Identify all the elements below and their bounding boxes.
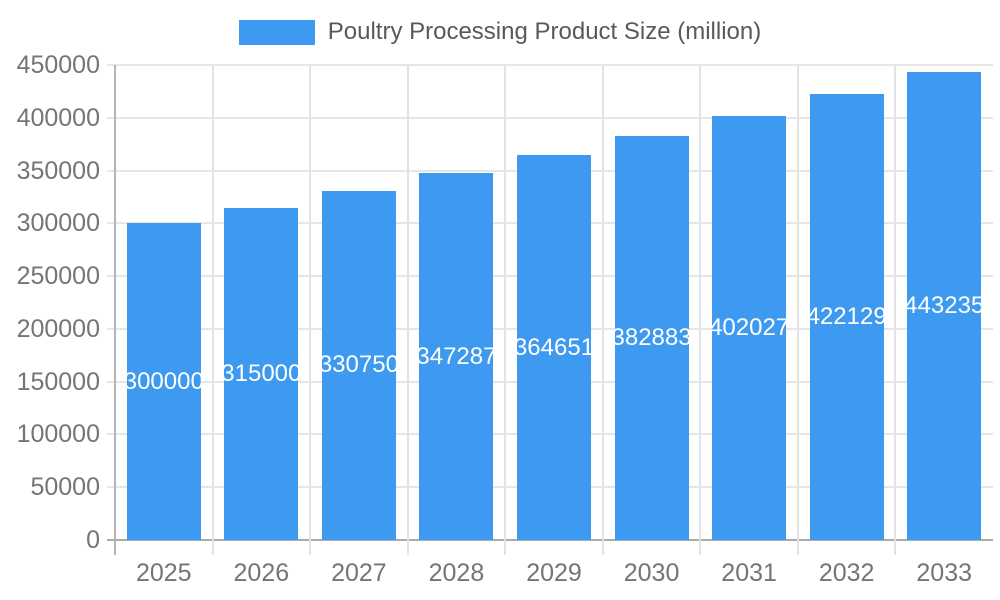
x-axis-label: 2025 <box>135 559 192 587</box>
y-axis-label: 0 <box>86 526 100 554</box>
y-gridline <box>107 116 993 119</box>
x-gridline <box>796 65 799 555</box>
y-axis-label: 250000 <box>16 262 100 291</box>
bar: 382883 <box>614 135 689 540</box>
x-gridline <box>894 65 897 555</box>
bar: 330750 <box>321 190 396 540</box>
x-gridline <box>601 65 604 555</box>
bar-value-label: 382883 <box>614 323 689 351</box>
y-axis-label: 50000 <box>30 473 100 502</box>
x-axis-label: 2033 <box>916 559 973 587</box>
bar-value-label: 330750 <box>321 351 396 379</box>
x-gridline <box>699 65 702 555</box>
y-axis-label: 200000 <box>16 314 100 343</box>
bar: 364651 <box>517 155 591 540</box>
chart-legend: Poultry Processing Product Size (million… <box>0 17 1000 47</box>
legend-swatch <box>238 19 315 45</box>
x-gridline <box>406 65 409 555</box>
x-axis-label: 2028 <box>428 559 485 587</box>
y-axis-label: 300000 <box>16 209 100 238</box>
bar-value-label: 315000 <box>224 359 299 387</box>
y-axis-label: 350000 <box>16 156 100 185</box>
x-gridline <box>504 65 507 555</box>
bar-value-label: 300000 <box>126 367 201 395</box>
y-axis-line <box>114 65 116 555</box>
legend-label: Poultry Processing Product Size (million… <box>327 18 762 45</box>
x-axis-label: 2029 <box>526 559 582 587</box>
bar-value-label: 422129 <box>809 303 884 331</box>
bar-value-label: 402027 <box>712 313 787 341</box>
bar-value-label: 443235 <box>907 292 982 320</box>
x-axis-label: 2032 <box>818 559 875 587</box>
y-axis-label: 100000 <box>16 420 100 449</box>
x-axis-label: 2030 <box>623 559 680 587</box>
bar: 422129 <box>809 94 884 540</box>
y-axis-label: 450000 <box>16 51 100 79</box>
x-gridline <box>309 65 312 555</box>
y-axis-label: 400000 <box>16 103 100 132</box>
x-axis-label: 2027 <box>331 559 387 587</box>
y-gridline <box>107 64 993 66</box>
bar: 315000 <box>224 207 299 540</box>
bar: 347287 <box>419 173 494 540</box>
x-axis-label: 2031 <box>721 559 777 587</box>
x-axis-label: 2026 <box>233 559 290 587</box>
y-axis-label: 150000 <box>16 367 100 396</box>
bar-value-label: 364651 <box>517 333 591 361</box>
bar: 300000 <box>126 223 201 540</box>
bar-value-label: 347287 <box>419 342 494 370</box>
x-gridline <box>211 65 214 555</box>
x-axis-baseline <box>107 539 993 541</box>
bar: 402027 <box>712 115 787 540</box>
bar: 443235 <box>907 72 982 540</box>
